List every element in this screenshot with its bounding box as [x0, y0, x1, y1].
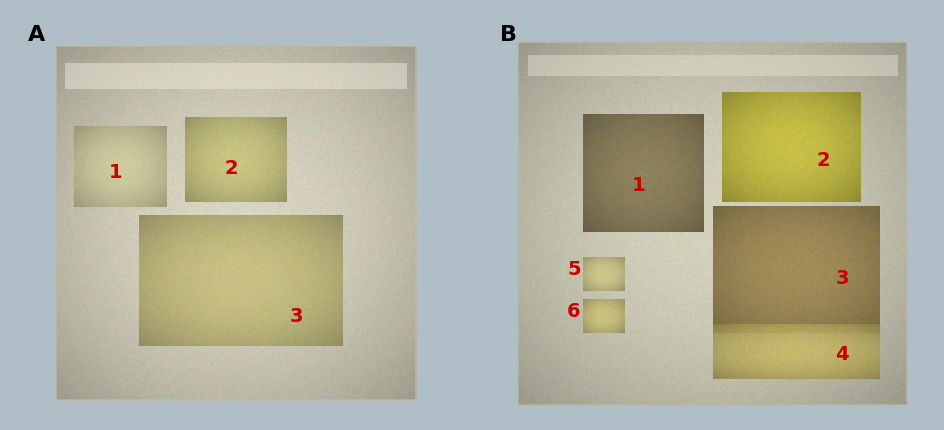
Text: B: B — [500, 25, 517, 46]
Text: 2: 2 — [817, 151, 831, 170]
Bar — [65, 63, 407, 89]
Text: 5: 5 — [567, 260, 581, 279]
Bar — [528, 55, 898, 76]
Text: 1: 1 — [109, 163, 123, 182]
Text: 4: 4 — [835, 344, 849, 363]
Text: 1: 1 — [632, 176, 646, 195]
Text: A: A — [28, 25, 45, 46]
Text: 3: 3 — [290, 307, 303, 326]
Text: 2: 2 — [225, 159, 238, 178]
Text: 3: 3 — [835, 269, 849, 288]
Text: 6: 6 — [567, 302, 581, 321]
